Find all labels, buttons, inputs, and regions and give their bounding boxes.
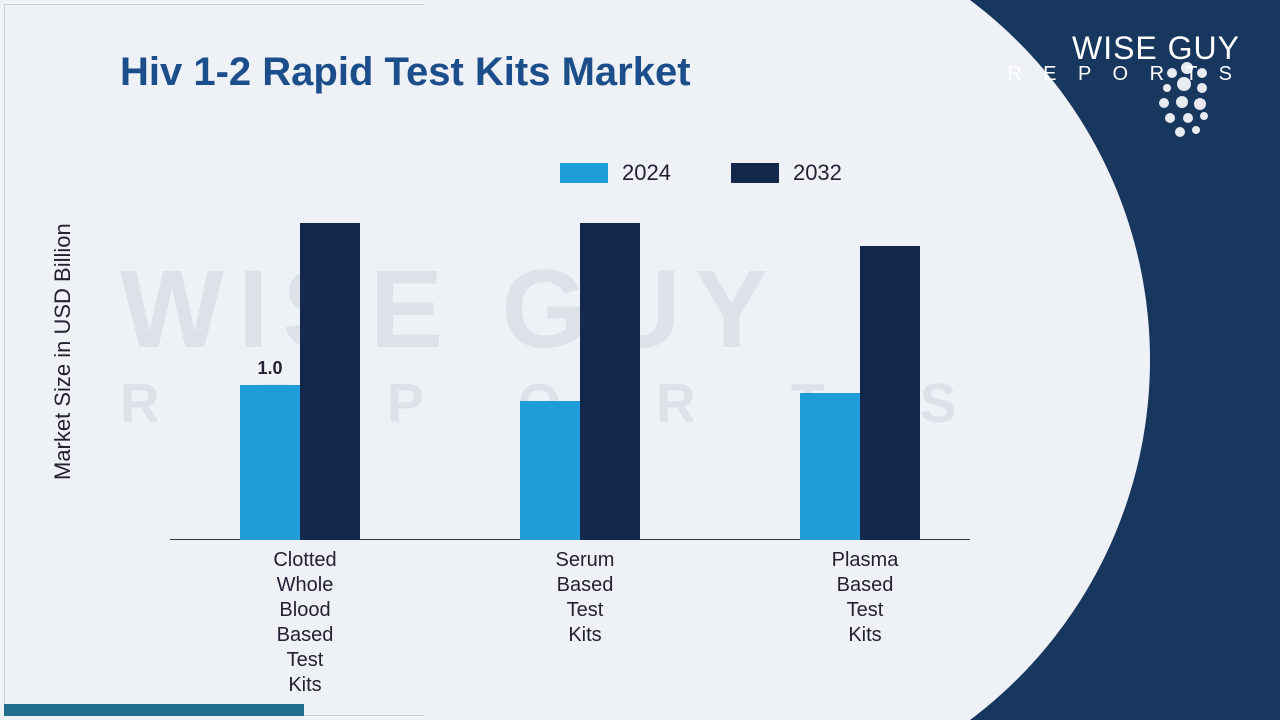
stage: WISE GUY R E P O R T S Hiv 1-2 Rapid Tes… <box>0 0 1280 720</box>
category-label: ClottedWholeBloodBasedTestKits <box>230 548 380 698</box>
footer-accent-bar <box>4 704 304 716</box>
bar <box>240 385 300 540</box>
chart-title: Hiv 1-2 Rapid Test Kits Market <box>120 50 691 95</box>
bar <box>580 223 640 540</box>
category-label: SerumBasedTestKits <box>510 548 660 648</box>
y-axis-label: Market Size in USD Billion <box>50 223 76 480</box>
plot-area: 1.0 <box>170 200 970 540</box>
logo-head-icon <box>1152 58 1222 148</box>
brand-logo: WISE GUY R E P O R T S <box>1007 30 1240 86</box>
bar <box>800 393 860 540</box>
chart-area: Market Size in USD Billion 1.0 ClottedWh… <box>90 160 990 680</box>
bar <box>860 246 920 540</box>
bar-value-label: 1.0 <box>240 358 300 379</box>
bar <box>300 223 360 540</box>
bar <box>520 401 580 540</box>
category-label: PlasmaBasedTestKits <box>790 548 940 648</box>
